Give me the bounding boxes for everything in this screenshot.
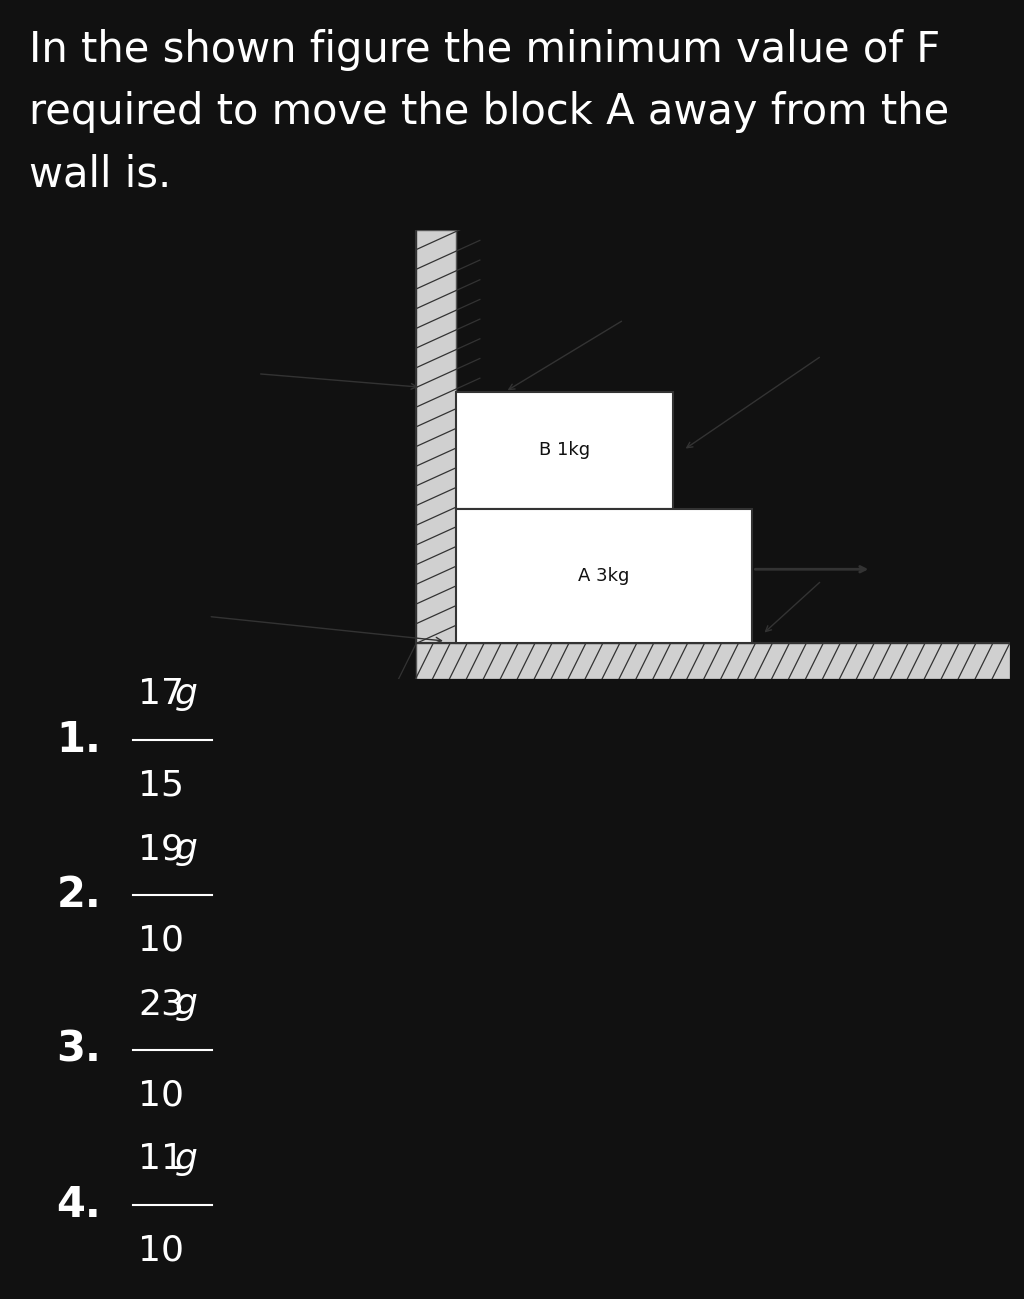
Text: $\mu$ = 0.3: $\mu$ = 0.3 [831,346,894,366]
Bar [416,643,1010,679]
Text: 15: 15 [138,769,184,803]
Text: 17: 17 [138,677,184,712]
Text: 4.: 4. [56,1183,101,1226]
Text: 10: 10 [138,924,184,957]
Text: Fixed wall: Fixed wall [159,347,241,365]
Text: horizontal string: horizontal string [574,320,699,335]
Text: g: g [175,987,198,1021]
Text: Massless, inextensible: Massless, inextensible [574,266,745,281]
Text: g: g [175,833,198,866]
Bar [456,392,674,509]
Text: 19: 19 [138,833,184,866]
Text: 10: 10 [138,1234,184,1268]
Text: floor: floor [50,634,88,652]
Bar [416,230,456,643]
Text: 2.: 2. [56,874,101,916]
Text: g: g [175,1142,198,1177]
Text: B 1kg: B 1kg [539,442,590,459]
Text: 11: 11 [138,1142,184,1177]
Text: 10: 10 [138,1078,184,1112]
Text: 1.: 1. [56,720,101,761]
Bar [456,509,753,643]
Text: 23: 23 [138,987,184,1021]
Text: required to move the block A away from the: required to move the block A away from t… [29,91,949,132]
Text: 3.: 3. [56,1029,101,1070]
Text: Fixed horizontal: Fixed horizontal [50,572,181,590]
Text: F: F [762,529,773,547]
Text: $\mu$ = 0.4: $\mu$ = 0.4 [831,570,894,591]
Text: In the shown figure the minimum value of F: In the shown figure the minimum value of… [29,29,940,70]
Text: wall is.: wall is. [29,153,171,195]
Text: g: g [175,677,198,712]
Text: A 3kg: A 3kg [579,566,630,585]
